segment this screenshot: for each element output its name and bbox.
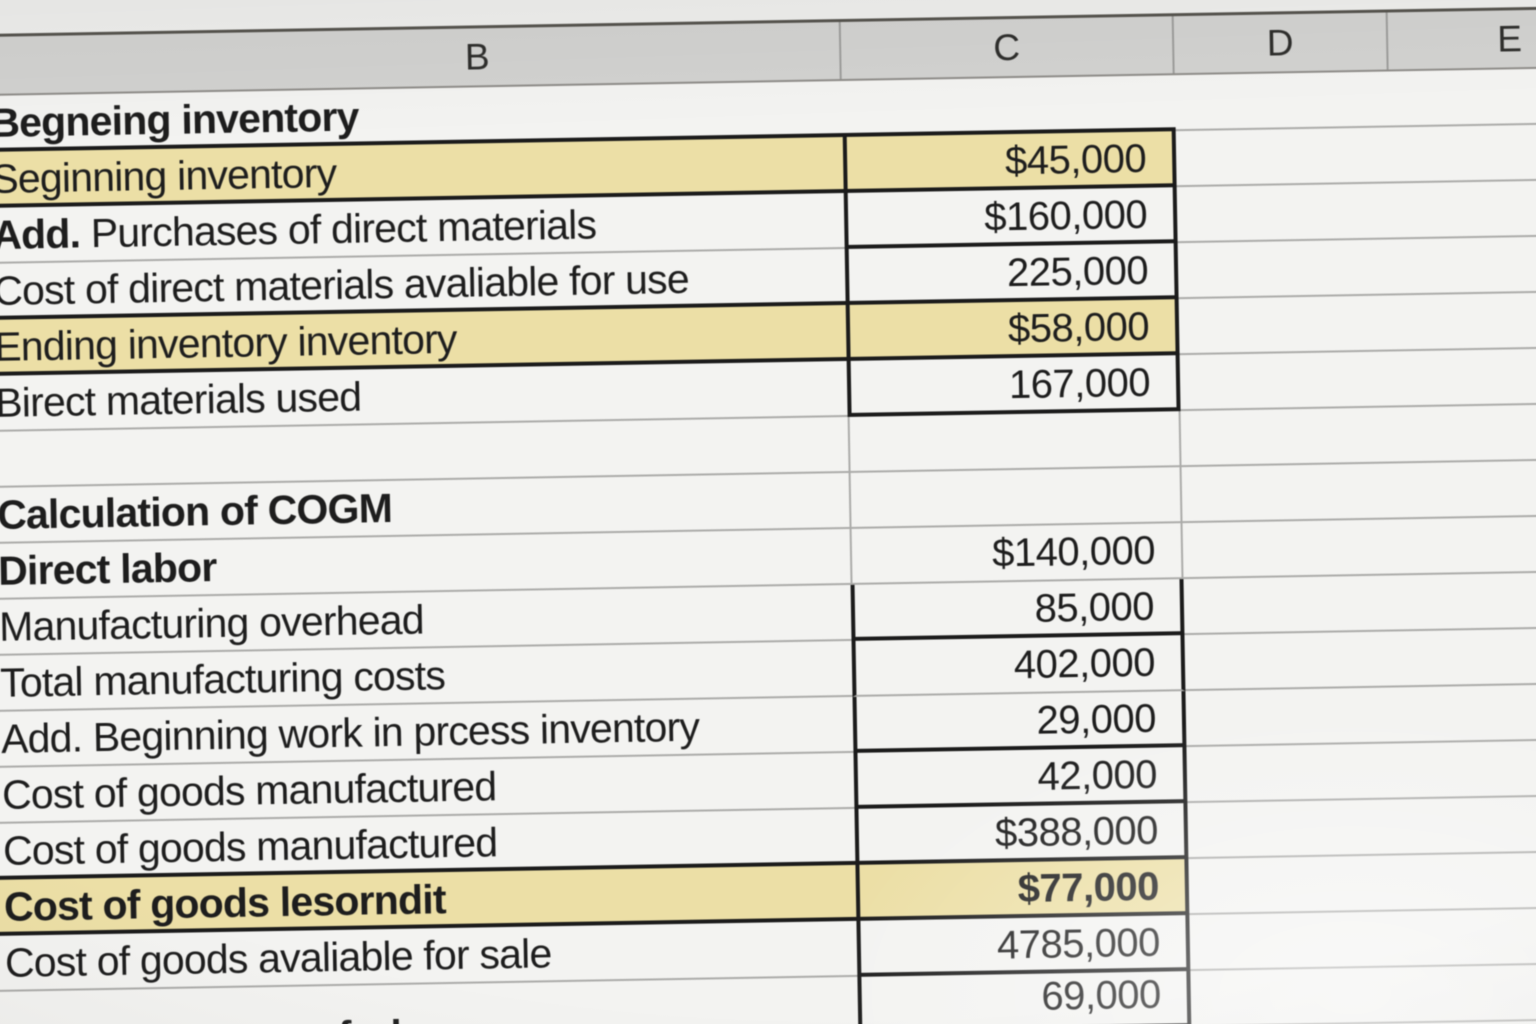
column-header-label: C [992, 26, 1021, 68]
empty-cell-e[interactable] [1402, 851, 1536, 912]
row-value: 29,000 [1036, 696, 1157, 743]
empty-cell-e[interactable] [1401, 795, 1536, 856]
empty-cell-d[interactable] [1177, 239, 1393, 300]
sheet-rows: Begneing inventory Seginning inventory $45… [0, 67, 1536, 1024]
empty-cell-d[interactable] [1189, 911, 1405, 972]
column-header-C[interactable]: C [840, 16, 1175, 80]
value-cell[interactable]: 167,000 [846, 355, 1181, 417]
value-cell[interactable]: 69,000 [857, 971, 1192, 1024]
empty-cell-d[interactable] [1190, 967, 1406, 1024]
empty-cell-e[interactable] [1404, 963, 1536, 1024]
empty-cell-d[interactable] [1187, 799, 1403, 860]
empty-cell-e[interactable] [1388, 67, 1536, 128]
empty-cell-e[interactable] [1390, 179, 1536, 240]
empty-cell-e[interactable] [1396, 515, 1536, 576]
value-cell[interactable]: 4785,000 [856, 915, 1191, 977]
empty-cell-e[interactable] [1399, 683, 1536, 744]
empty-cell-e[interactable] [1397, 571, 1536, 632]
row-value: $58,000 [1007, 304, 1150, 352]
empty-cell-d[interactable] [1184, 631, 1400, 692]
value-cell[interactable]: $160,000 [843, 187, 1178, 249]
empty-cell-e[interactable] [1394, 403, 1536, 464]
row-value: $77,000 [1017, 864, 1160, 912]
column-header-label: E [1496, 17, 1523, 60]
value-cell[interactable]: $77,000 [855, 859, 1190, 921]
row-value: 4785,000 [996, 920, 1161, 968]
empty-cell-e[interactable] [1389, 123, 1536, 184]
empty-cell-d[interactable] [1183, 575, 1399, 636]
value-cell[interactable] [847, 411, 1182, 473]
clipped-next-row-text: f l [338, 1013, 416, 1024]
row-label-prefix: Add. [0, 210, 92, 258]
value-cell[interactable]: $58,000 [845, 299, 1180, 361]
empty-cell-d[interactable] [1186, 743, 1402, 804]
empty-cell-d[interactable] [1188, 855, 1404, 916]
row-value: $388,000 [994, 808, 1159, 856]
value-cell[interactable]: $45,000 [842, 131, 1177, 194]
empty-cell-e[interactable] [1391, 235, 1536, 296]
value-cell[interactable] [848, 467, 1183, 529]
row-value: 85,000 [1034, 584, 1155, 631]
value-cell[interactable]: $388,000 [854, 803, 1189, 865]
column-header-label: B [464, 35, 490, 78]
empty-cell-e[interactable] [1392, 291, 1536, 352]
empty-cell-d[interactable] [1176, 183, 1392, 244]
empty-cell-d[interactable] [1181, 463, 1397, 524]
row-value: 167,000 [1008, 360, 1151, 408]
row-value: $45,000 [1004, 136, 1147, 184]
empty-cell-e[interactable] [1403, 907, 1536, 968]
empty-cell-d[interactable] [1182, 519, 1398, 580]
empty-cell-e[interactable] [1393, 347, 1536, 408]
empty-cell-d[interactable] [1180, 407, 1396, 468]
empty-cell-d[interactable] [1178, 295, 1394, 356]
row-value: 225,000 [1006, 248, 1149, 296]
value-cell[interactable]: 85,000 [850, 579, 1185, 641]
empty-cell-e[interactable] [1400, 739, 1536, 800]
empty-cell-e[interactable] [1398, 627, 1536, 688]
empty-cell-e[interactable] [1395, 459, 1536, 520]
row-value: $140,000 [991, 528, 1156, 576]
column-header-label: D [1266, 21, 1294, 64]
value-cell[interactable]: 29,000 [852, 691, 1187, 753]
row-value: $160,000 [983, 192, 1148, 240]
column-header-E[interactable]: E [1388, 8, 1536, 69]
empty-cell-d[interactable] [1174, 71, 1390, 132]
column-header-D[interactable]: D [1173, 12, 1389, 74]
value-cell[interactable]: 225,000 [844, 243, 1179, 305]
value-cell[interactable]: 402,000 [851, 635, 1186, 697]
row-value: 42,000 [1037, 752, 1158, 799]
empty-cell-d[interactable] [1185, 687, 1401, 748]
row-value: 402,000 [1013, 640, 1156, 688]
value-cell[interactable]: 42,000 [853, 747, 1188, 809]
value-cell[interactable] [841, 75, 1176, 138]
row-value: 69,000 [1041, 972, 1162, 1019]
value-cell[interactable]: $140,000 [849, 523, 1184, 585]
empty-cell-d[interactable] [1175, 127, 1391, 188]
empty-cell-d[interactable] [1179, 351, 1395, 412]
